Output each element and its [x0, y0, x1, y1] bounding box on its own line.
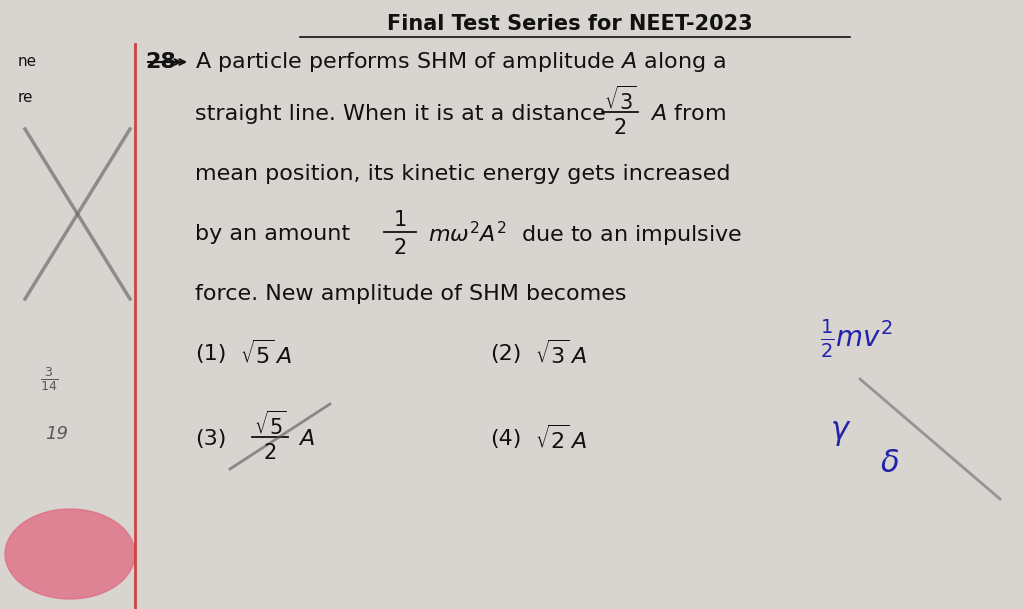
Text: $\frac{1}{2}mv^2$: $\frac{1}{2}mv^2$ [820, 318, 893, 360]
Text: ne: ne [18, 54, 37, 68]
Ellipse shape [5, 509, 135, 599]
Text: $\frac{3}{14}$: $\frac{3}{14}$ [40, 365, 58, 393]
Text: $\sqrt{3}$: $\sqrt{3}$ [603, 86, 637, 114]
Text: mean position, its kinetic energy gets increased: mean position, its kinetic energy gets i… [195, 164, 730, 184]
Text: $\sqrt{2}\,A$: $\sqrt{2}\,A$ [535, 425, 587, 453]
Text: $\gamma$: $\gamma$ [830, 420, 851, 448]
Text: by an amount: by an amount [195, 224, 350, 244]
Text: A particle performs SHM of amplitude $A$ along a: A particle performs SHM of amplitude $A$… [195, 50, 726, 74]
Text: 2: 2 [613, 118, 627, 138]
Text: $\sqrt{5}\,A$: $\sqrt{5}\,A$ [240, 340, 292, 368]
Text: (1): (1) [195, 344, 226, 364]
Text: re: re [18, 90, 34, 105]
Text: 2: 2 [393, 238, 407, 258]
Text: (3): (3) [195, 429, 226, 449]
Text: 1: 1 [393, 210, 407, 230]
Text: $A$ from: $A$ from [650, 104, 726, 124]
Text: $m\omega^2 A^2$  due to an impulsive: $m\omega^2 A^2$ due to an impulsive [428, 219, 742, 248]
Text: force. New amplitude of SHM becomes: force. New amplitude of SHM becomes [195, 284, 627, 304]
Text: $\delta$: $\delta$ [880, 449, 899, 479]
Text: Final Test Series for NEET-2023: Final Test Series for NEET-2023 [387, 14, 753, 34]
Text: $A$: $A$ [298, 429, 314, 449]
Text: $\sqrt{3}\,A$: $\sqrt{3}\,A$ [535, 340, 587, 368]
Text: 19: 19 [45, 425, 68, 443]
Text: (2): (2) [490, 344, 521, 364]
Text: $\sqrt{5}$: $\sqrt{5}$ [254, 411, 287, 439]
Text: 2: 2 [263, 443, 276, 463]
Text: straight line. When it is at a distance: straight line. When it is at a distance [195, 104, 606, 124]
Text: (4): (4) [490, 429, 521, 449]
Text: 28: 28 [145, 52, 176, 72]
